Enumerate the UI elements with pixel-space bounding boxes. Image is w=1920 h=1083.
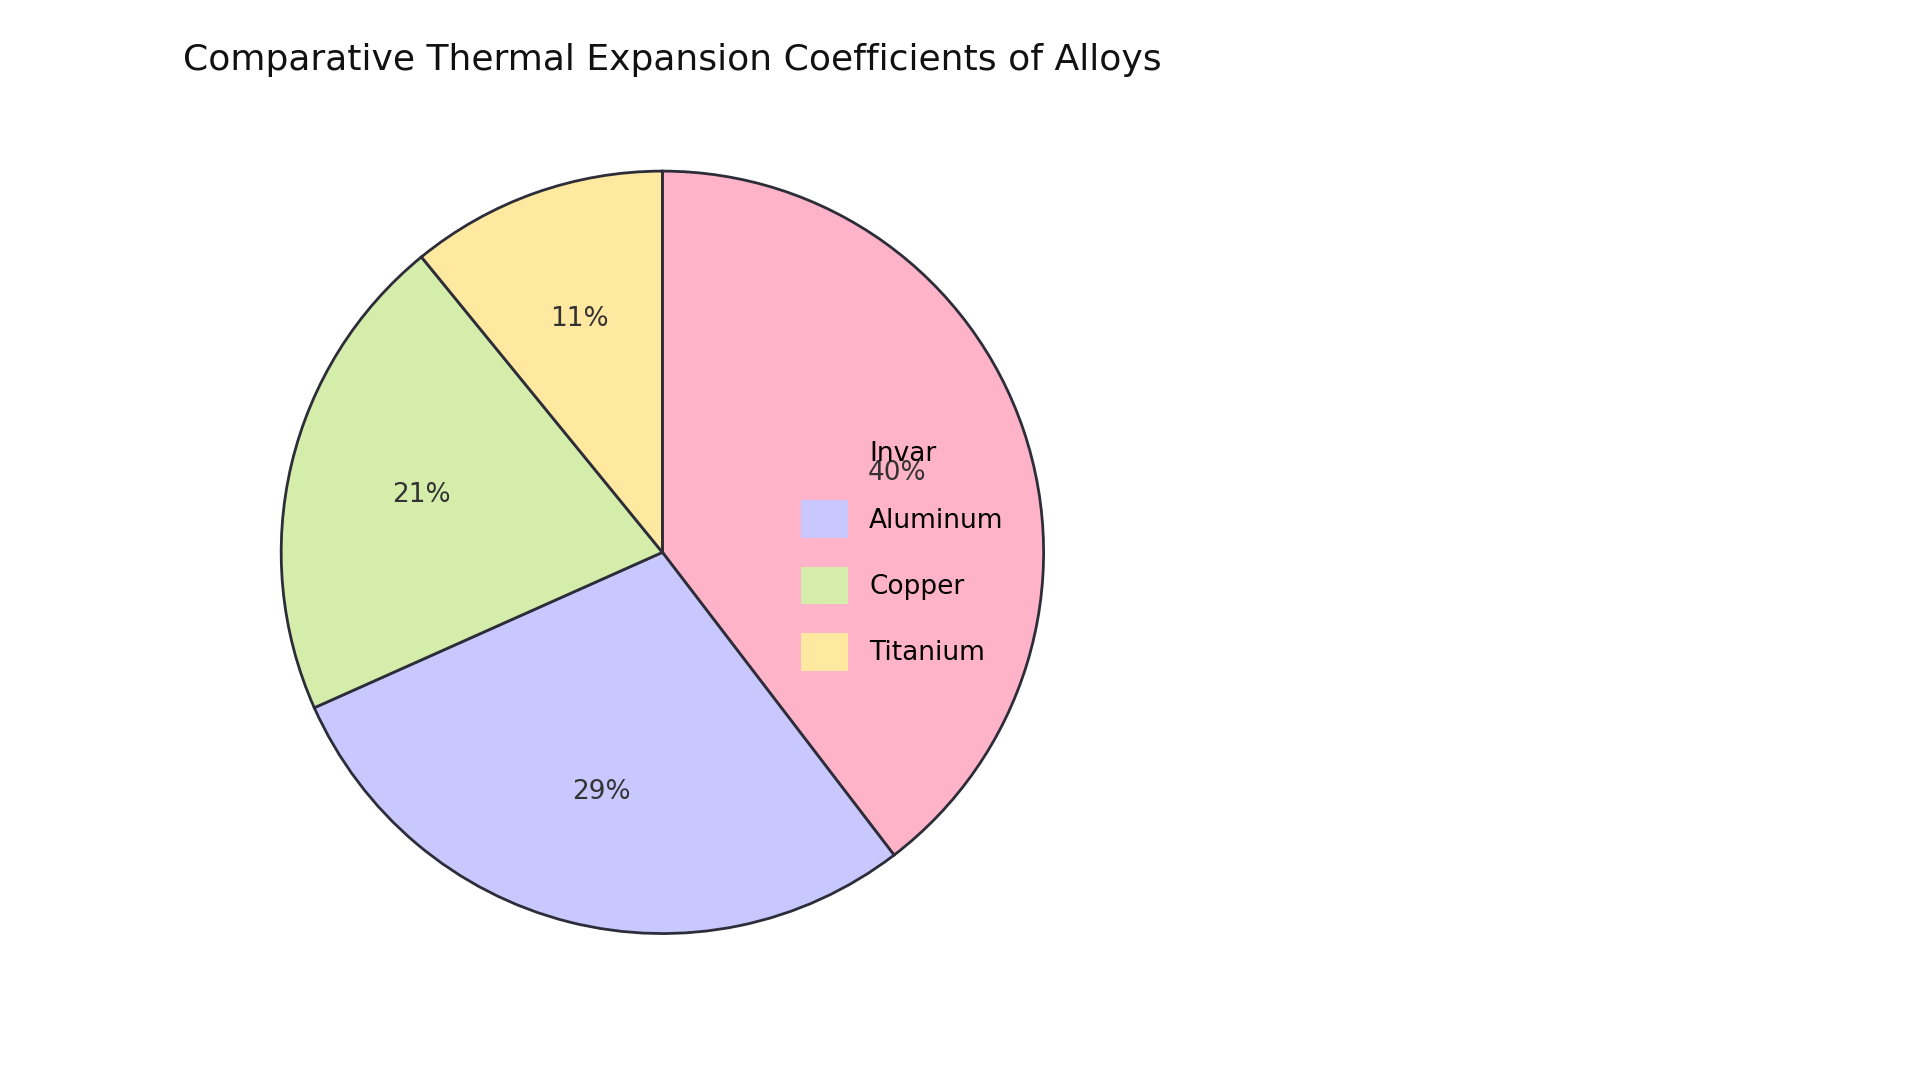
Text: 40%: 40% [868, 460, 927, 486]
Legend: Invar, Aluminum, Copper, Titanium: Invar, Aluminum, Copper, Titanium [789, 423, 1014, 681]
Text: 21%: 21% [392, 482, 451, 508]
Wedge shape [315, 552, 895, 934]
Wedge shape [280, 257, 662, 708]
Wedge shape [420, 171, 662, 552]
Text: Comparative Thermal Expansion Coefficients of Alloys: Comparative Thermal Expansion Coefficien… [182, 43, 1162, 77]
Wedge shape [662, 171, 1044, 856]
Text: 11%: 11% [549, 305, 609, 331]
Text: 29%: 29% [572, 780, 630, 806]
